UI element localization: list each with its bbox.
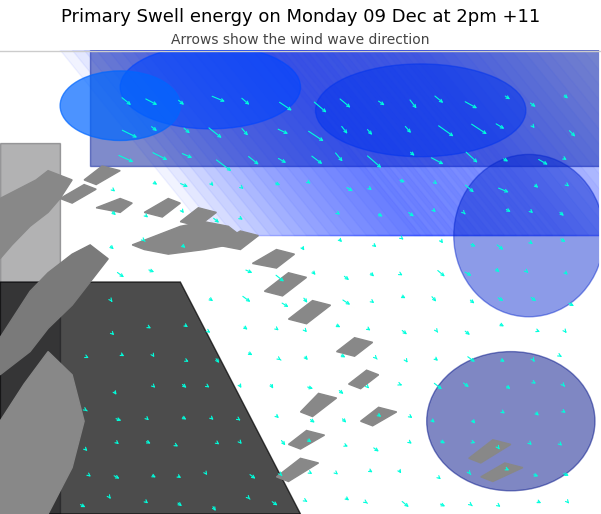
Polygon shape bbox=[252, 249, 294, 268]
Polygon shape bbox=[0, 171, 72, 259]
Polygon shape bbox=[144, 198, 180, 217]
Ellipse shape bbox=[316, 64, 526, 157]
Polygon shape bbox=[264, 273, 307, 296]
Polygon shape bbox=[156, 50, 517, 235]
Polygon shape bbox=[337, 338, 373, 356]
Polygon shape bbox=[84, 166, 120, 185]
Text: Primary Swell energy on Monday 09 Dec at 2pm +11: Primary Swell energy on Monday 09 Dec at… bbox=[61, 9, 540, 27]
Polygon shape bbox=[288, 431, 325, 449]
Polygon shape bbox=[300, 393, 337, 416]
Polygon shape bbox=[216, 231, 258, 249]
Polygon shape bbox=[481, 463, 523, 482]
Polygon shape bbox=[120, 50, 481, 235]
Polygon shape bbox=[276, 458, 319, 482]
Polygon shape bbox=[0, 245, 108, 375]
Polygon shape bbox=[108, 50, 469, 235]
Polygon shape bbox=[349, 370, 379, 389]
Text: Arrows show the wind wave direction: Arrows show the wind wave direction bbox=[171, 33, 430, 47]
Polygon shape bbox=[96, 198, 132, 212]
Bar bbox=[90, 50, 601, 166]
Ellipse shape bbox=[454, 154, 601, 317]
Ellipse shape bbox=[120, 45, 300, 129]
Polygon shape bbox=[132, 222, 240, 254]
Polygon shape bbox=[361, 407, 397, 426]
Polygon shape bbox=[132, 50, 493, 235]
Polygon shape bbox=[180, 208, 216, 226]
Polygon shape bbox=[84, 50, 445, 235]
Polygon shape bbox=[168, 50, 529, 235]
Polygon shape bbox=[469, 440, 511, 463]
Ellipse shape bbox=[427, 352, 595, 491]
Polygon shape bbox=[144, 50, 505, 235]
Polygon shape bbox=[0, 282, 300, 514]
Polygon shape bbox=[0, 143, 60, 514]
Polygon shape bbox=[60, 185, 96, 203]
Polygon shape bbox=[96, 50, 457, 235]
Polygon shape bbox=[72, 50, 433, 235]
Polygon shape bbox=[0, 352, 84, 514]
Polygon shape bbox=[60, 50, 421, 235]
Ellipse shape bbox=[60, 71, 180, 140]
Polygon shape bbox=[288, 301, 331, 324]
